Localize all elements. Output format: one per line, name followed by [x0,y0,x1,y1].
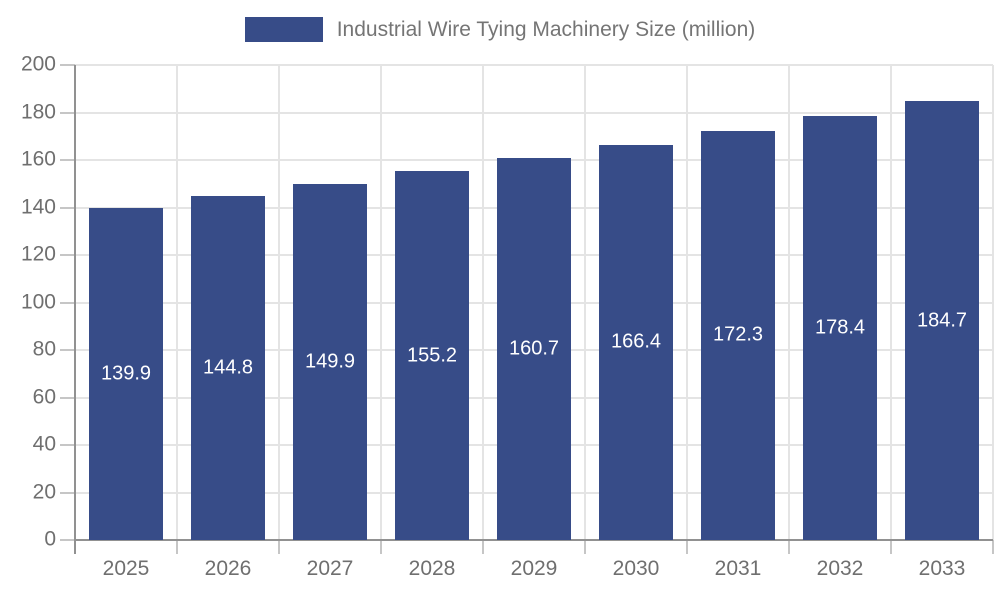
x-gridline [176,65,178,540]
y-axis-tick-label: 20 [32,480,56,504]
x-axis-tick [278,540,280,554]
y-axis-tick [60,491,75,494]
x-axis-tick-label: 2028 [408,557,456,580]
x-axis-tick-label: 2029 [510,557,558,580]
x-gridline [890,65,892,540]
bar-2031: 172.3 [701,130,775,540]
x-axis-tick [380,540,382,554]
bar-2029: 160.7 [497,158,571,540]
y-axis-tick-label: 60 [32,385,56,409]
x-gridline [992,65,994,540]
bar-value-label: 144.8 [202,356,254,379]
bar-2027: 149.9 [293,184,367,540]
bar-2033: 184.7 [905,101,979,540]
bar-value-label: 139.9 [100,362,152,385]
legend-swatch [244,17,323,42]
bar-2025: 139.9 [89,207,163,540]
y-axis-tick [60,254,75,256]
bar-value-label: 184.7 [916,309,968,332]
y-axis-tick-label: 180 [20,100,56,124]
y-gridline [75,111,993,114]
y-gridline [75,64,993,66]
x-axis-tick-label: 2030 [612,557,660,580]
bar-2028: 155.2 [395,171,469,540]
y-axis-tick-label: 0 [44,527,56,551]
x-axis-tick [788,540,790,554]
legend-item[interactable]: Industrial Wire Tying Machinery Size (mi… [0,17,1000,42]
y-axis-tick-label: 100 [20,290,56,314]
x-axis-tick-label: 2033 [918,557,966,580]
x-axis-tick [890,540,892,554]
x-axis-tick-label: 2026 [204,557,252,580]
bar-2026: 144.8 [191,196,265,540]
y-axis-tick-label: 40 [32,432,56,456]
bar-value-label: 178.4 [814,316,866,339]
bar-2030: 166.4 [599,144,673,540]
y-axis-tick-label: 200 [20,52,56,76]
y-axis-tick [60,64,75,66]
bar-value-label: 149.9 [304,350,356,373]
y-axis-tick-label: 160 [20,147,56,171]
x-axis-tick [482,540,484,554]
y-axis-tick-label: 120 [20,242,56,266]
x-gridline [584,65,586,540]
y-axis-tick [60,301,75,304]
x-gridline [278,65,280,540]
bar-value-label: 166.4 [610,330,662,353]
x-gridline [380,65,382,540]
x-axis-tick-label: 2031 [714,557,762,580]
y-axis-tick [60,349,75,351]
x-gridline [482,65,484,540]
x-axis-tick-label: 2027 [306,557,354,580]
x-axis-tick [992,540,994,554]
y-axis-tick [60,159,75,161]
y-axis-tick [60,539,75,541]
bar-value-label: 172.3 [712,323,764,346]
y-axis-tick [60,444,75,446]
x-axis-tick [584,540,586,554]
bar-value-label: 160.7 [508,337,560,360]
bar-value-label: 155.2 [406,344,458,367]
plot-area: 0 20 40 60 80 100 120 140 160 180 200 139.9 144.8 149… [21,53,994,580]
x-gridline [788,65,790,540]
x-axis-tick [176,540,178,554]
x-axis-line [75,539,993,541]
bar-2032: 178.4 [803,116,877,540]
y-axis-line [74,65,76,554]
x-gridline [686,65,688,540]
x-axis-tick [686,540,688,554]
legend-label: Industrial Wire Tying Machinery Size (mi… [336,17,756,41]
y-axis-tick [60,396,75,399]
y-axis-tick-label: 80 [32,337,56,361]
y-axis-tick [60,111,75,114]
x-axis-tick-label: 2025 [102,557,150,580]
y-axis-tick-label: 140 [20,195,56,219]
y-axis-tick [60,206,75,209]
x-axis-tick-label: 2032 [816,557,864,580]
